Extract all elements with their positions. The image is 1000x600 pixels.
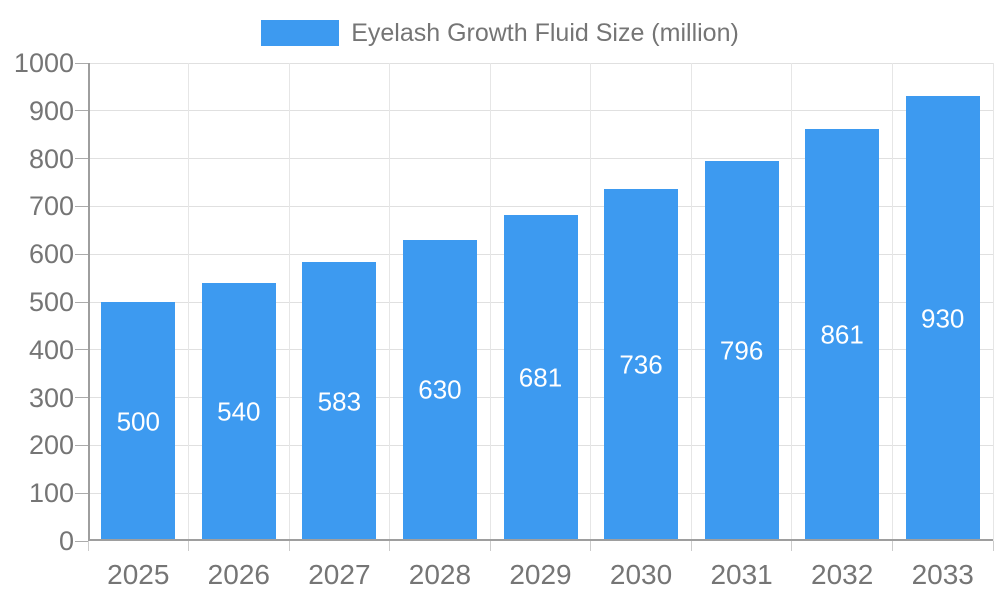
v-gridline (288, 63, 290, 541)
v-gridline (791, 63, 793, 541)
bar: 500 (101, 302, 176, 541)
legend[interactable]: Eyelash Growth Fluid Size (million) (0, 17, 1000, 49)
bar-value-label: 500 (116, 406, 160, 436)
y-axis-tick (75, 253, 88, 255)
x-axis-tick (590, 541, 592, 551)
y-axis-tick (75, 349, 88, 351)
v-gridline (188, 63, 190, 541)
y-axis-tick (75, 492, 88, 494)
y-tick-label: 200 (28, 430, 74, 461)
legend-swatch (261, 20, 340, 46)
x-axis-tick (992, 541, 994, 551)
y-axis-tick (75, 397, 88, 399)
x-axis-tick (690, 541, 692, 551)
bar-value-label: 930 (921, 303, 965, 334)
h-gridline (88, 110, 993, 112)
x-axis-tick (288, 541, 290, 551)
v-gridline (891, 63, 893, 541)
v-gridline (489, 63, 491, 541)
bar: 681 (503, 215, 578, 541)
y-tick-label: 900 (28, 95, 74, 126)
y-axis-line (88, 63, 90, 541)
v-gridline (992, 63, 994, 541)
x-tick-label: 2025 (107, 559, 170, 590)
y-axis-tick (75, 205, 88, 207)
bar: 861 (805, 129, 880, 541)
bar: 630 (402, 239, 477, 541)
x-axis-tick (389, 541, 391, 551)
y-tick-label: 100 (28, 478, 74, 509)
bar-value-label: 861 (820, 319, 864, 350)
y-axis-tick (75, 301, 88, 303)
x-tick-label: 2031 (710, 559, 773, 590)
x-tick-label: 2029 (509, 559, 572, 590)
y-tick-label: 300 (28, 382, 74, 413)
bar-value-label: 540 (217, 396, 261, 427)
v-gridline (389, 63, 391, 541)
bar-value-label: 736 (619, 349, 663, 380)
v-gridline (690, 63, 692, 541)
x-tick-label: 2027 (308, 559, 371, 590)
x-tick-label: 2030 (609, 559, 673, 590)
bar: 736 (604, 189, 679, 541)
x-axis-tick (87, 541, 89, 551)
y-tick-label: 400 (28, 334, 74, 365)
h-gridline (88, 205, 993, 207)
bar-value-label: 630 (418, 374, 462, 405)
y-axis-tick (75, 110, 88, 112)
bar-value-label: 681 (518, 362, 563, 393)
y-tick-label: 800 (28, 143, 74, 174)
x-tick-label: 2028 (408, 559, 472, 590)
x-axis-tick (791, 541, 793, 551)
y-axis-tick (75, 158, 88, 160)
y-tick-label: 600 (28, 239, 74, 270)
bar: 796 (704, 160, 779, 541)
y-tick-label: 500 (28, 287, 74, 317)
y-tick-label: 0 (58, 526, 74, 556)
x-tick-label: 2026 (207, 559, 270, 590)
plot-area: 0 100 200 300 400 500 600 700 800 900 1000 500 2025 5… (14, 48, 994, 590)
h-gridline (88, 62, 993, 64)
x-axis-tick (489, 541, 491, 551)
x-tick-label: 2032 (811, 559, 874, 590)
bar-value-label: 583 (317, 386, 362, 417)
x-tick-label: 2033 (911, 559, 974, 590)
v-gridline (590, 63, 592, 541)
y-axis-tick (75, 540, 88, 542)
legend-label: Eyelash Growth Fluid Size (million) (351, 18, 739, 47)
bar: 930 (905, 96, 980, 541)
x-axis-line (88, 539, 993, 541)
y-axis-tick (75, 444, 88, 446)
x-axis-tick (891, 541, 893, 551)
bar: 583 (302, 262, 377, 541)
h-gridline (88, 158, 993, 160)
y-tick-label: 700 (28, 191, 74, 222)
bar-value-label: 796 (719, 335, 764, 366)
bar: 540 (201, 282, 276, 541)
y-axis-tick (75, 62, 88, 64)
x-axis-tick (188, 541, 190, 551)
y-tick-label: 1000 (13, 48, 74, 78)
